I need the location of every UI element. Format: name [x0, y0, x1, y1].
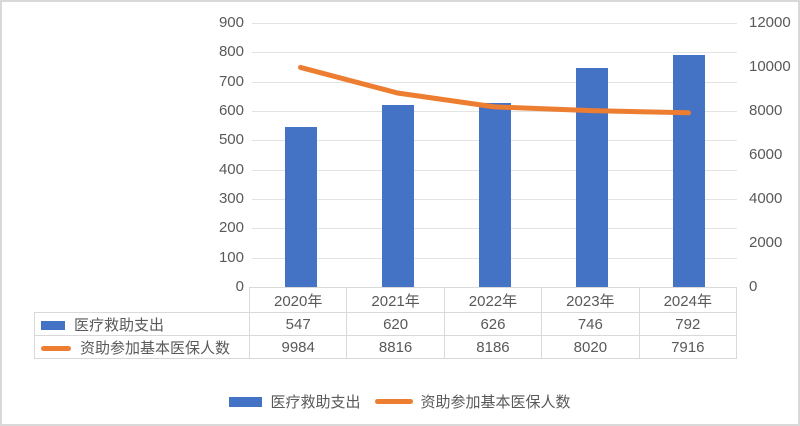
left-axis-tick-label: 600 — [218, 102, 244, 119]
bar-series-swatch-icon — [229, 396, 263, 407]
left-axis-tick-label: 300 — [218, 190, 244, 207]
left-axis-tick-label: 400 — [218, 161, 244, 178]
table-row: 资助参加基本医保人数 9984 8816 8186 8020 7916 — [34, 335, 738, 359]
chart-legend: 医疗救助支出 资助参加基本医保人数 — [2, 391, 798, 412]
data-table: 2020年 2021年 2022年 2023年 2024年 医疗救助支出 547 620 626… — [34, 287, 738, 359]
left-axis-tick-label: 500 — [218, 131, 244, 148]
value-cell: 7916 — [638, 335, 738, 359]
right-axis-tick-label: 12000 — [749, 14, 791, 31]
line-series — [298, 64, 691, 116]
table-header-row: 2020年 2021年 2022年 2023年 2024年 — [34, 287, 738, 313]
bar-2023年 — [576, 68, 608, 287]
right-axis-tick-label: 2000 — [749, 234, 783, 251]
legend-item-bar: 医疗救助支出 — [229, 391, 361, 412]
category-header-cell: 2023年 — [541, 287, 640, 313]
value-cell: 8186 — [443, 335, 543, 359]
right-axis-tick-label: 8000 — [749, 102, 783, 119]
left-axis-tick-label: 800 — [218, 43, 244, 60]
value-cell: 746 — [541, 312, 640, 336]
line-series-swatch-icon — [374, 399, 413, 404]
series-label-cell: 医疗救助支出 — [34, 312, 250, 336]
bar-series-swatch-icon — [41, 321, 65, 331]
value-cell: 626 — [443, 312, 543, 336]
legend-item-line: 资助参加基本医保人数 — [374, 391, 571, 412]
gridline — [252, 82, 737, 83]
bar-2021年 — [382, 105, 414, 287]
bar-2024年 — [673, 55, 705, 287]
table-row: 医疗救助支出 547 620 626 746 792 — [34, 312, 738, 336]
line-series-swatch-icon — [41, 346, 71, 352]
right-axis-tick-label: 10000 — [749, 58, 791, 75]
series-label-cell: 资助参加基本医保人数 — [34, 335, 250, 359]
value-cell: 547 — [248, 312, 348, 336]
value-cell: 8816 — [346, 335, 445, 359]
category-header-cell: 2021年 — [346, 287, 445, 313]
value-cell: 9984 — [248, 335, 348, 359]
bar-2020年 — [285, 127, 317, 287]
gridline — [252, 52, 737, 53]
left-axis-tick-label: 200 — [218, 219, 244, 236]
left-axis-tick-label: 100 — [218, 249, 244, 266]
right-axis-tick-label: 6000 — [749, 146, 783, 163]
table-blank-cell — [34, 287, 250, 313]
value-cell: 792 — [638, 312, 738, 336]
category-header-cell: 2020年 — [248, 287, 348, 313]
legend-label-bar: 医疗救助支出 — [270, 394, 361, 411]
left-axis-tick-label: 700 — [218, 73, 244, 90]
value-cell: 620 — [346, 312, 445, 336]
gridline — [252, 23, 737, 24]
legend-label-line: 资助参加基本医保人数 — [420, 394, 571, 411]
left-axis-tick-label: 0 — [235, 278, 244, 295]
left-axis-tick-label: 900 — [218, 14, 244, 31]
bar-2022年 — [479, 103, 511, 287]
value-cell: 8020 — [541, 335, 640, 359]
right-axis-tick-label: 4000 — [749, 190, 783, 207]
right-axis-tick-label: 0 — [749, 278, 758, 295]
